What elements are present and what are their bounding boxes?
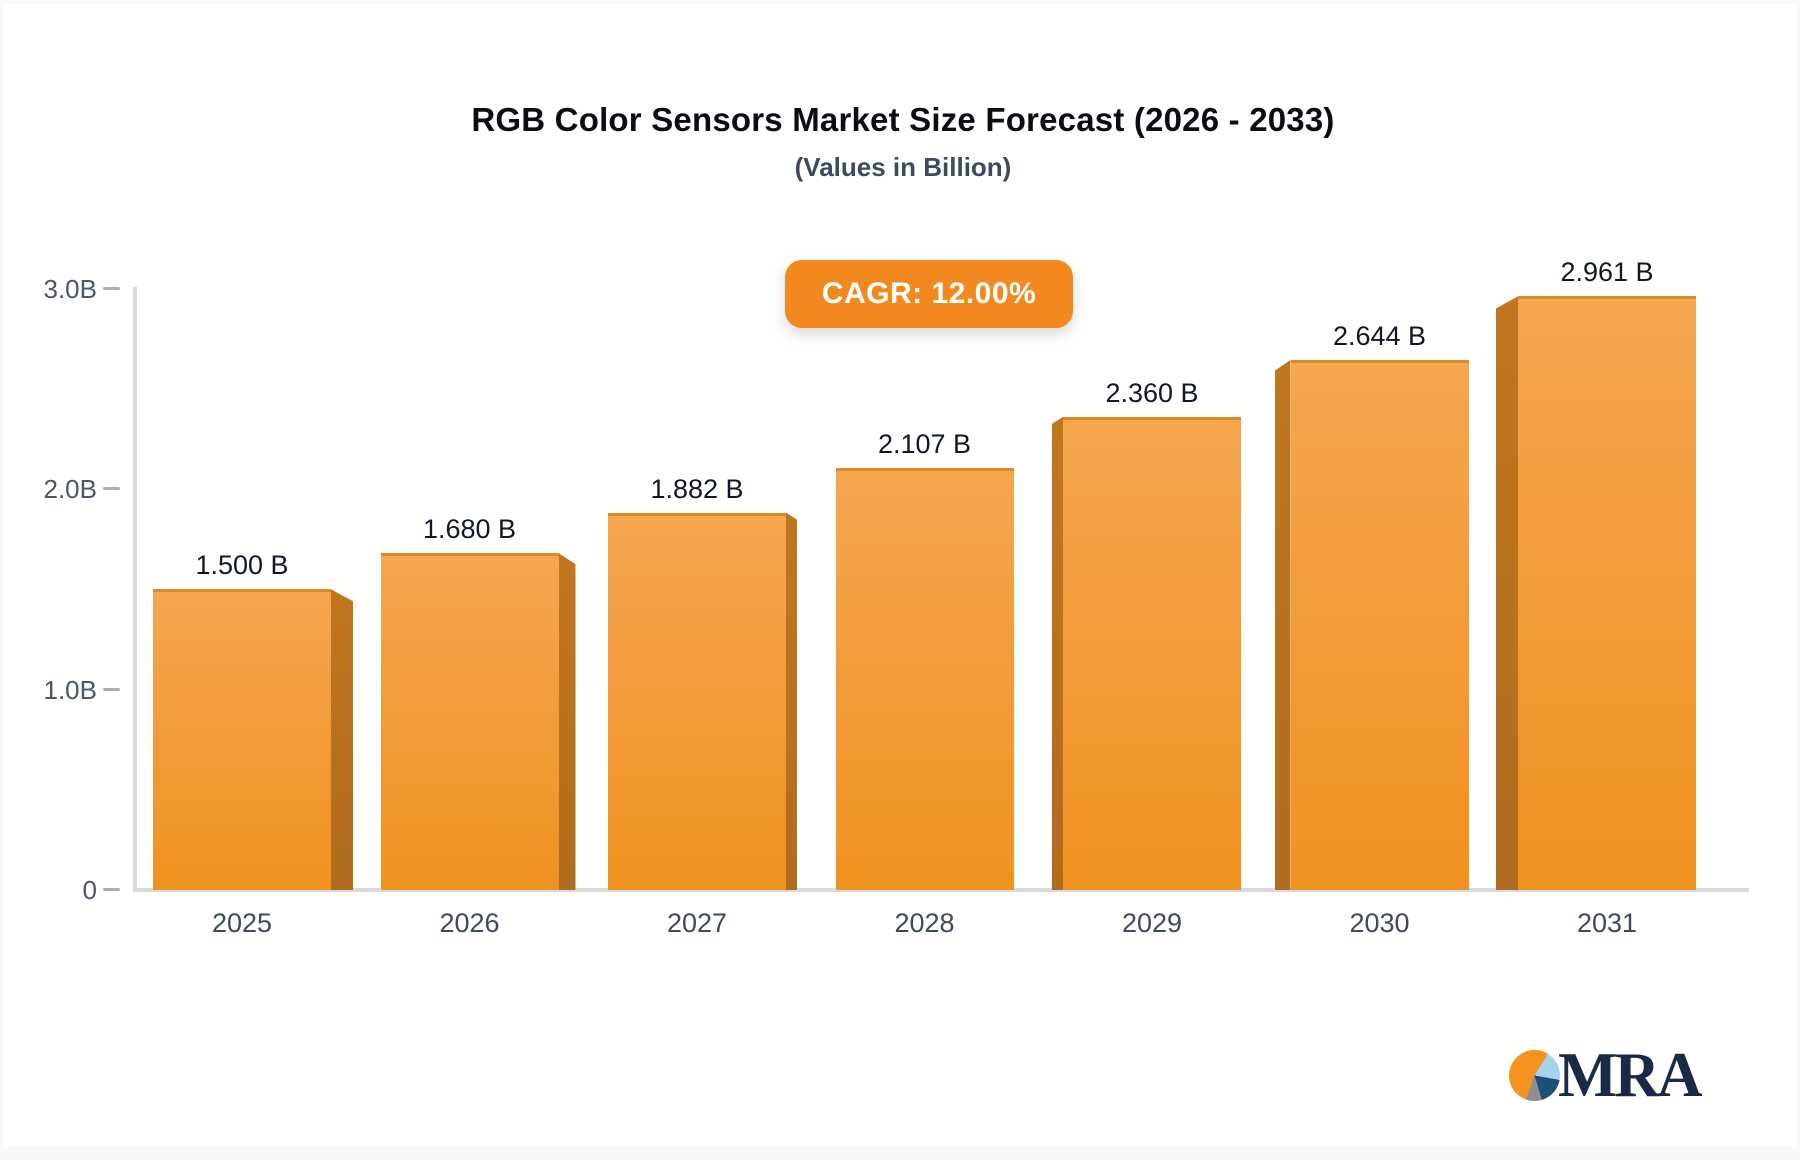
bar-value-label-2031: 2.961 B [1457, 256, 1757, 288]
bar-2026 [381, 553, 559, 890]
x-axis-label-2028: 2028 [815, 906, 1035, 940]
bar-side-2031 [1496, 296, 1518, 890]
x-axis-label-2027: 2027 [587, 906, 807, 940]
y-tick-label: 2.0B [3, 474, 97, 504]
bar-2025 [153, 589, 331, 890]
y-tick-label: 3.0B [3, 274, 97, 304]
chart-canvas: RGB Color Sensors Market Size Forecast (… [3, 4, 1797, 1147]
bar-side-2027 [786, 513, 797, 890]
y-tick [103, 688, 120, 691]
bar-2027 [608, 513, 786, 890]
bar-2030 [1291, 360, 1469, 890]
x-axis-label-2026: 2026 [360, 906, 580, 940]
brand-pie-chart-icon [1509, 1050, 1560, 1101]
bar-value-label-2026: 1.680 B [320, 513, 620, 545]
brand-logo: MRA [1509, 1044, 1699, 1106]
y-tick-label: 1.0B [3, 675, 97, 705]
bar-2031 [1518, 296, 1696, 890]
bar-side-2025 [331, 589, 353, 890]
y-tick-label: 0 [3, 875, 97, 905]
bar-value-label-2028: 2.107 B [775, 428, 1075, 460]
bar-value-label-2025: 1.500 B [92, 549, 392, 581]
bar-2028 [836, 468, 1014, 890]
y-tick [103, 888, 120, 891]
x-axis-label-2025: 2025 [132, 906, 352, 940]
x-axis-label-2030: 2030 [1270, 906, 1490, 940]
y-axis-line [133, 287, 137, 893]
x-axis-label-2029: 2029 [1042, 906, 1262, 940]
bar-value-label-2030: 2.644 B [1230, 320, 1530, 352]
brand-logo-text: MRA [1558, 1045, 1699, 1105]
bar-value-label-2029: 2.360 B [1002, 377, 1302, 409]
bar-side-2029 [1052, 417, 1063, 890]
bar-2029 [1063, 417, 1241, 890]
y-tick [103, 487, 120, 490]
bar-value-label-2027: 1.882 B [547, 473, 847, 505]
x-axis-label-2031: 2031 [1497, 906, 1717, 940]
bar-side-2030 [1275, 360, 1291, 890]
y-tick [103, 287, 120, 290]
bar-side-2026 [559, 553, 576, 890]
plot-area: 0 1.0B 2.0B 3.0B 1.500 B 2025 1.680 B 2026 1.882… [3, 4, 1800, 1160]
